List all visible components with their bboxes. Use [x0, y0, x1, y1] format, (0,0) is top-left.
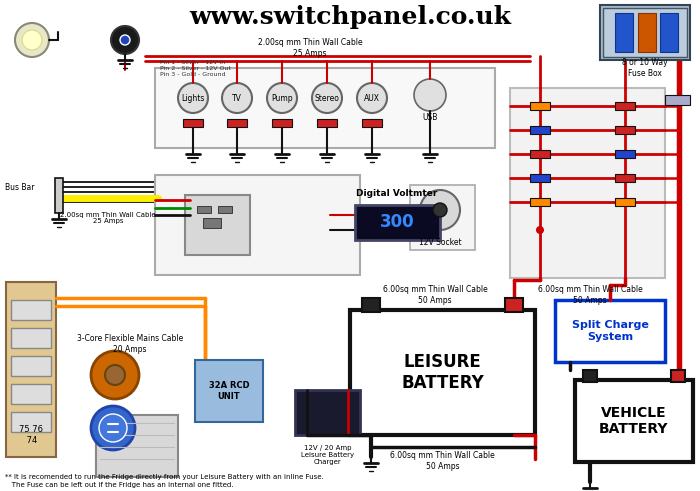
Bar [615, 13, 633, 52]
Circle shape [414, 79, 446, 111]
Circle shape [433, 203, 447, 217]
Text: Pin 1 - Silver - 12V in
Pin 2 - Silver - 12V Out
Pin 3 - Gold - Ground: Pin 1 - Silver - 12V in Pin 2 - Silver -… [160, 60, 231, 77]
Text: www.switchpanel.co.uk: www.switchpanel.co.uk [189, 5, 511, 29]
Bar [317, 119, 337, 127]
Bar [197, 206, 211, 213]
Text: Lights: Lights [181, 93, 204, 103]
Bar [638, 13, 656, 52]
Text: ** It is recomended to run the Fridge directly from your Leisure Battery with an: ** It is recomended to run the Fridge di… [5, 474, 323, 488]
Text: Split Charge
System: Split Charge System [572, 320, 648, 342]
Circle shape [111, 26, 139, 54]
Circle shape [312, 83, 342, 113]
Bar [555, 300, 665, 362]
Bar [530, 150, 550, 158]
Bar [615, 150, 635, 158]
Bar [510, 88, 665, 278]
Text: 12V Socket: 12V Socket [419, 238, 461, 246]
Bar [185, 195, 250, 255]
Bar [96, 415, 178, 477]
Text: 6.00sq mm Thin Wall Cable
50 Amps: 6.00sq mm Thin Wall Cable 50 Amps [390, 451, 495, 471]
Circle shape [178, 83, 208, 113]
Bar [362, 298, 380, 312]
Text: Pump: Pump [271, 93, 293, 103]
Bar [530, 102, 550, 110]
Bar [615, 102, 635, 110]
Text: 300: 300 [379, 213, 414, 231]
Text: Bus Bar: Bus Bar [6, 184, 35, 192]
Text: Stereo: Stereo [314, 93, 340, 103]
Circle shape [420, 190, 460, 230]
Bar [410, 185, 475, 250]
Text: 75 76
 74: 75 76 74 [19, 425, 43, 445]
Text: LEISURE
BATTERY: LEISURE BATTERY [401, 353, 484, 392]
Circle shape [536, 226, 544, 234]
Text: 8 or 10 Way
Fuse Box: 8 or 10 Way Fuse Box [622, 58, 668, 78]
Bar [530, 174, 550, 182]
Bar [603, 8, 687, 57]
Bar [295, 390, 360, 435]
Text: TV: TV [232, 93, 242, 103]
Circle shape [105, 365, 125, 385]
Bar [155, 68, 495, 148]
Text: 32A RCD
UNIT: 32A RCD UNIT [209, 382, 249, 401]
Text: 6.00sq mm Thin Wall Cable
50 Amps: 6.00sq mm Thin Wall Cable 50 Amps [383, 285, 487, 305]
Bar [615, 126, 635, 134]
Bar [660, 13, 678, 52]
Circle shape [120, 35, 130, 45]
Bar [11, 384, 51, 404]
Bar [218, 206, 232, 213]
Bar [664, 95, 690, 105]
Bar [155, 175, 360, 275]
Bar [575, 380, 693, 462]
Text: 6.00sq mm Thin Wall Cable
50 Amps: 6.00sq mm Thin Wall Cable 50 Amps [538, 285, 643, 305]
Bar [530, 126, 550, 134]
Text: 2.00sq mm Thin Wall Cable
25 Amps: 2.00sq mm Thin Wall Cable 25 Amps [60, 212, 156, 224]
Circle shape [99, 414, 127, 442]
Bar [505, 298, 523, 312]
Bar [583, 370, 597, 382]
Bar [203, 218, 221, 228]
Bar [6, 282, 56, 457]
Bar [11, 300, 51, 320]
Bar [362, 119, 382, 127]
Bar [195, 360, 263, 422]
Bar [272, 119, 292, 127]
Bar [55, 178, 63, 213]
Circle shape [91, 406, 135, 450]
Bar [355, 205, 440, 240]
Bar [600, 5, 690, 60]
Text: 12V / 20 Amp
Leisure Battery
Charger: 12V / 20 Amp Leisure Battery Charger [301, 445, 354, 465]
Bar [227, 119, 247, 127]
Bar [671, 370, 685, 382]
Circle shape [222, 83, 252, 113]
Text: 3-Core Flexible Mains Cable
20 Amps: 3-Core Flexible Mains Cable 20 Amps [77, 334, 183, 354]
Bar [615, 198, 635, 206]
Circle shape [22, 30, 42, 50]
Text: USB: USB [422, 112, 438, 121]
Text: AUX: AUX [364, 93, 380, 103]
Bar [615, 174, 635, 182]
Circle shape [357, 83, 387, 113]
Bar [350, 310, 535, 435]
Circle shape [91, 351, 139, 399]
Circle shape [15, 23, 49, 57]
Text: 2.00sq mm Thin Wall Cable
25 Amps: 2.00sq mm Thin Wall Cable 25 Amps [258, 38, 363, 58]
Bar [11, 356, 51, 376]
Bar [530, 198, 550, 206]
Bar [11, 328, 51, 348]
Bar [11, 412, 51, 432]
Circle shape [267, 83, 297, 113]
Bar [183, 119, 203, 127]
Text: Digital Voltmter: Digital Voltmter [356, 189, 438, 197]
Text: VEHICLE
BATTERY: VEHICLE BATTERY [599, 406, 668, 436]
